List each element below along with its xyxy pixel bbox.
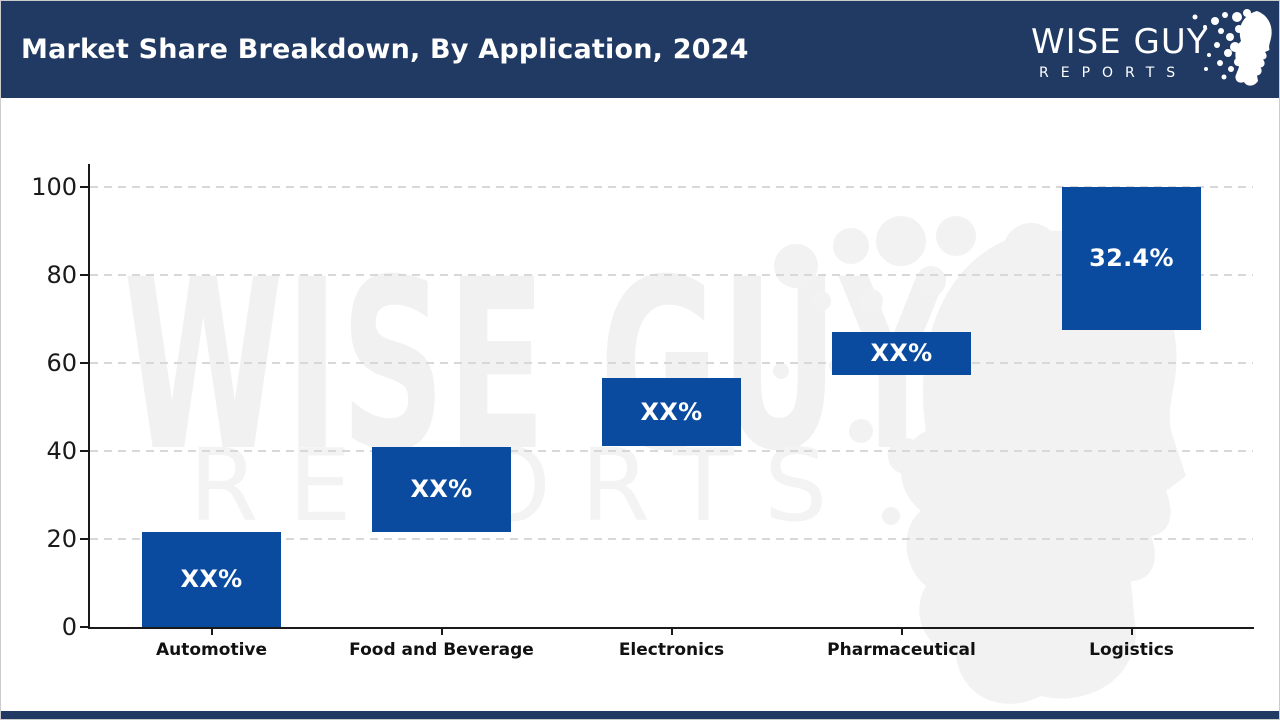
gridline-40: [90, 450, 1253, 452]
y-tick-label-100: 100: [31, 173, 77, 201]
bar-value-label-food-and-beverage: XX%: [410, 475, 473, 504]
category-label-automotive: Automotive: [155, 640, 268, 660]
y-tick-mark-20: [80, 538, 89, 540]
bar-logistics: 32.4%: [1062, 187, 1201, 330]
bar-automotive: XX%: [142, 531, 281, 627]
y-tick-mark-60: [80, 362, 89, 364]
y-tick-label-60: 60: [46, 349, 77, 377]
y-tick-mark-0: [80, 626, 89, 628]
gridline-80: [90, 274, 1253, 276]
wise-guy-reports-logo: WISE GUY REPORTS: [1031, 9, 1272, 86]
gridline-20: [90, 538, 1253, 540]
logo-face-icon: [1192, 9, 1272, 86]
y-tick-label-0: 0: [61, 613, 77, 641]
x-tick-mark-automotive: [210, 628, 213, 635]
y-tick-label-80: 80: [46, 261, 77, 289]
bar-value-label-logistics: 32.4%: [1089, 244, 1174, 273]
category-label-electronics: Electronics: [618, 640, 725, 660]
x-tick-mark-pharmaceutical: [900, 628, 903, 635]
category-label-food-and-beverage: Food and Beverage: [349, 640, 534, 660]
logo-text-reports: REPORTS: [1039, 65, 1187, 81]
watermark-text-wise-guy: WISE GUY: [123, 230, 947, 503]
y-tick-mark-40: [80, 450, 89, 452]
y-tick-mark-100: [80, 186, 89, 188]
bar-pharmaceutical: XX%: [832, 331, 971, 375]
category-label-logistics: Logistics: [1089, 640, 1174, 660]
y-tick-label-40: 40: [46, 437, 77, 465]
footer-bar: [1, 711, 1279, 719]
watermark-face-icon: [773, 216, 1186, 704]
header-bar: Market Share Breakdown, By Application, …: [1, 1, 1279, 98]
y-tick-label-20: 20: [46, 525, 77, 553]
logo-text-wise-guy: WISE GUY: [1031, 22, 1209, 62]
category-label-pharmaceutical: Pharmaceutical: [827, 640, 976, 660]
gridline-60: [90, 362, 1253, 364]
bar-electronics: XX%: [602, 377, 741, 447]
x-tick-mark-electronics: [670, 628, 673, 635]
bar-value-label-pharmaceutical: XX%: [870, 339, 933, 368]
y-axis-spine: [88, 164, 90, 629]
bar-value-label-automotive: XX%: [180, 565, 243, 594]
x-tick-mark-logistics: [1130, 628, 1133, 635]
x-tick-mark-food-and-beverage: [440, 628, 443, 635]
chart-title: Market Share Breakdown, By Application, …: [21, 34, 749, 65]
bar-value-label-electronics: XX%: [640, 398, 703, 427]
gridline-100: [90, 186, 1253, 188]
y-tick-mark-80: [80, 274, 89, 276]
bar-food-and-beverage: XX%: [372, 446, 511, 532]
